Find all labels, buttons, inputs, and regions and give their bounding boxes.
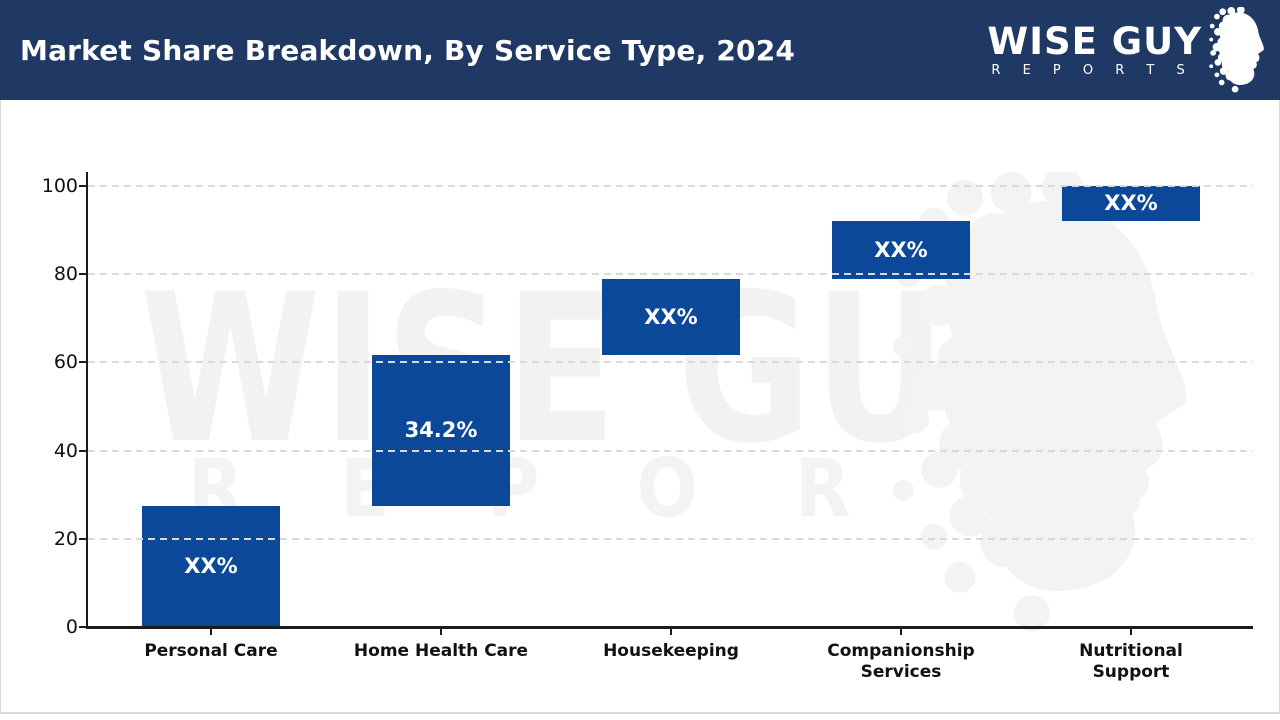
bar-housekeeping	[602, 279, 740, 355]
x-axis-line	[86, 626, 1253, 629]
y-tick-label: 40	[53, 439, 78, 462]
y-tick-label: 20	[53, 527, 78, 550]
bar-companionship-services	[832, 220, 970, 280]
x-category-label: Companionship Services	[827, 641, 975, 682]
brand-subtitle: R E P O R T S	[991, 63, 1194, 78]
page-title: Market Share Breakdown, By Service Type,…	[20, 33, 796, 67]
bar-value-label: XX%	[1104, 191, 1158, 216]
y-tick-label: 80	[53, 263, 78, 286]
x-category-label: Personal Care	[144, 641, 278, 661]
bar-nutritional-support	[1062, 186, 1200, 221]
x-tick-mark	[1130, 628, 1132, 635]
x-category-label: Housekeeping	[603, 641, 739, 661]
bar-value-label: XX%	[184, 554, 238, 579]
x-tick-mark	[670, 628, 672, 635]
brand-logo: WISE GUY R E P O R T S	[987, 0, 1268, 100]
brand-logo-text: WISE GUY R E P O R T S	[987, 20, 1202, 79]
bar-value-label: 34.2%	[404, 418, 478, 443]
y-tick-mark	[79, 361, 88, 364]
y-tick-mark	[79, 185, 88, 187]
y-tick-label: 0	[65, 616, 78, 638]
bar-personal-care	[142, 505, 280, 627]
y-tick-label: 100	[41, 175, 78, 197]
x-tick-mark	[440, 628, 442, 635]
y-axis-line	[86, 172, 88, 629]
gridline-y40	[88, 449, 1253, 452]
gridline-y80	[88, 273, 1253, 276]
bar-home-health-care	[372, 354, 510, 506]
x-category-label: Nutritional Support	[1079, 641, 1183, 682]
x-tick-mark	[210, 628, 212, 635]
bar-value-label: XX%	[874, 238, 928, 263]
x-tick-mark	[900, 628, 902, 635]
head-silhouette-icon	[1209, 7, 1264, 93]
y-tick-mark	[79, 626, 88, 628]
brand-name: WISE GUY	[987, 20, 1202, 63]
gridline-y20	[88, 537, 1253, 540]
y-tick-label: 60	[53, 351, 78, 374]
gridline-y60	[88, 361, 1253, 364]
x-category-label: Home Health Care	[353, 641, 529, 661]
header-bar: Market Share Breakdown, By Service Type,…	[0, 0, 1280, 100]
y-tick-mark	[79, 537, 88, 540]
gridline-y100	[88, 185, 1253, 187]
y-tick-mark	[79, 449, 88, 452]
bar-value-label: XX%	[644, 305, 698, 330]
y-tick-mark	[79, 273, 88, 276]
